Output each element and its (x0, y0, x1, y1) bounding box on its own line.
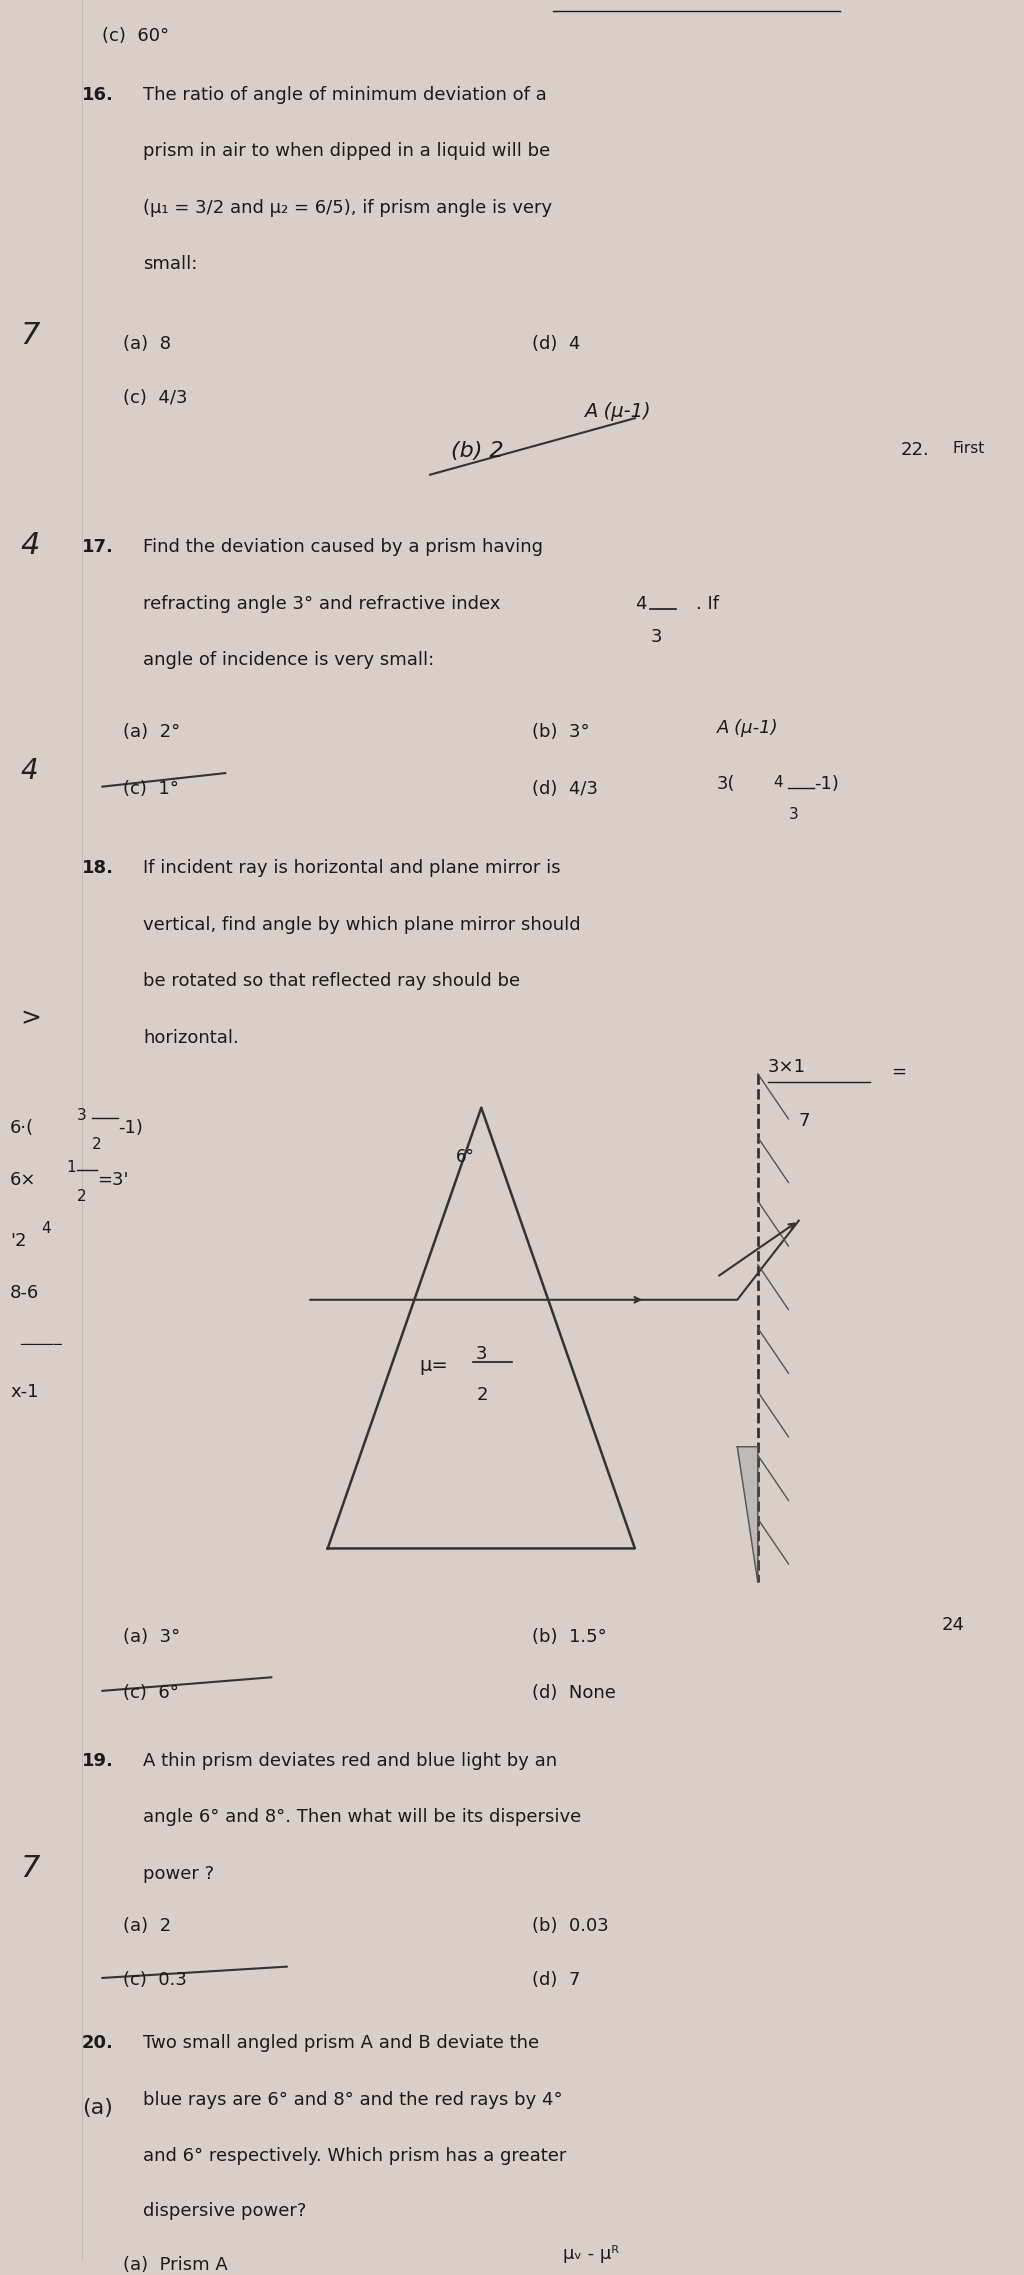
Text: (c)  1°: (c) 1° (123, 780, 179, 799)
Text: ─────: ───── (20, 1338, 62, 1351)
Text: 3: 3 (476, 1345, 487, 1363)
Text: be rotated so that reflected ray should be: be rotated so that reflected ray should … (143, 971, 520, 990)
Text: 19.: 19. (82, 1752, 114, 1770)
Text: 4: 4 (773, 776, 782, 789)
Text: =3': =3' (97, 1172, 129, 1190)
Text: vertical, find angle by which plane mirror should: vertical, find angle by which plane mirr… (143, 915, 581, 933)
Text: A (μ-1): A (μ-1) (717, 719, 778, 737)
Text: A thin prism deviates red and blue light by an: A thin prism deviates red and blue light… (143, 1752, 557, 1770)
Text: horizontal.: horizontal. (143, 1028, 240, 1046)
Text: angle of incidence is very small:: angle of incidence is very small: (143, 651, 434, 669)
Text: 2: 2 (476, 1385, 487, 1404)
Text: μᵥ - μᴿ: μᵥ - μᴿ (563, 2245, 620, 2264)
Text: 7: 7 (20, 321, 40, 350)
Text: (b) 2: (b) 2 (451, 441, 503, 462)
Text: 22.: 22. (901, 441, 930, 460)
Text: >: > (20, 1006, 42, 1031)
Text: (b)  3°: (b) 3° (532, 723, 590, 742)
Text: blue rays are 6° and 8° and the red rays by 4°: blue rays are 6° and 8° and the red rays… (143, 2091, 563, 2109)
Polygon shape (737, 1447, 758, 1583)
Text: (a)  2: (a) 2 (123, 1918, 171, 1936)
Text: 2: 2 (92, 1138, 101, 1151)
Text: (a)  3°: (a) 3° (123, 1627, 180, 1645)
Text: 4: 4 (41, 1222, 50, 1235)
Text: 6°: 6° (456, 1149, 474, 1167)
Text: 3(: 3( (717, 776, 735, 794)
Text: 18.: 18. (82, 860, 114, 876)
Text: (a)  2°: (a) 2° (123, 723, 180, 742)
Text: (a)  Prism A: (a) Prism A (123, 2257, 227, 2275)
Text: 6×: 6× (10, 1172, 37, 1190)
Text: 16.: 16. (82, 86, 114, 105)
Text: 7: 7 (799, 1112, 810, 1131)
Text: (c)  60°: (c) 60° (102, 27, 170, 46)
Text: 3×1: 3×1 (768, 1058, 806, 1076)
Text: power ?: power ? (143, 1866, 214, 1884)
Text: small:: small: (143, 255, 198, 273)
Text: 24: 24 (942, 1615, 965, 1633)
Text: (a): (a) (82, 2098, 113, 2118)
Text: -1): -1) (118, 1119, 142, 1138)
Text: (c)  4/3: (c) 4/3 (123, 389, 187, 407)
Text: (c)  6°: (c) 6° (123, 1684, 179, 1702)
Text: x-1: x-1 (10, 1383, 39, 1401)
Text: (b)  1.5°: (b) 1.5° (532, 1627, 607, 1645)
Text: 1: 1 (67, 1160, 76, 1174)
Text: A (μ-1): A (μ-1) (584, 403, 650, 421)
Text: Find the deviation caused by a prism having: Find the deviation caused by a prism hav… (143, 537, 544, 555)
Text: The ratio of angle of minimum deviation of a: The ratio of angle of minimum deviation … (143, 86, 547, 105)
Text: refracting angle 3° and refractive index: refracting angle 3° and refractive index (143, 594, 501, 612)
Text: First: First (952, 441, 984, 455)
Text: 8-6: 8-6 (10, 1283, 40, 1301)
Text: If incident ray is horizontal and plane mirror is: If incident ray is horizontal and plane … (143, 860, 561, 876)
Text: dispersive power?: dispersive power? (143, 2202, 307, 2220)
Text: -1): -1) (814, 776, 839, 794)
Text: 4: 4 (20, 532, 40, 560)
Text: μ=: μ= (420, 1356, 449, 1376)
Text: 6·(: 6·( (10, 1119, 35, 1138)
Text: '2: '2 (10, 1233, 27, 1249)
Text: (d)  7: (d) 7 (532, 1970, 581, 1988)
Text: 7: 7 (20, 1854, 40, 1884)
Text: 20.: 20. (82, 2034, 114, 2052)
Text: Two small angled prism A and B deviate the: Two small angled prism A and B deviate t… (143, 2034, 540, 2052)
Text: 4: 4 (20, 758, 38, 785)
Text: 3: 3 (650, 628, 662, 646)
Text: 17.: 17. (82, 537, 114, 555)
Text: and 6° respectively. Which prism has a greater: and 6° respectively. Which prism has a g… (143, 2148, 566, 2166)
Text: 3: 3 (77, 1108, 87, 1122)
Text: (c)  0.3: (c) 0.3 (123, 1970, 186, 1988)
Text: angle 6° and 8°. Then what will be its dispersive: angle 6° and 8°. Then what will be its d… (143, 1809, 582, 1827)
Text: prism in air to when dipped in a liquid will be: prism in air to when dipped in a liquid … (143, 143, 551, 162)
Text: (b)  0.03: (b) 0.03 (532, 1918, 609, 1936)
Text: 3: 3 (788, 808, 799, 821)
Text: (d)  4/3: (d) 4/3 (532, 780, 598, 799)
Text: (μ₁ = 3/2 and μ₂ = 6/5), if prism angle is very: (μ₁ = 3/2 and μ₂ = 6/5), if prism angle … (143, 198, 553, 216)
Text: (a)  8: (a) 8 (123, 334, 171, 353)
Text: 4: 4 (635, 594, 646, 612)
Text: 2: 2 (77, 1190, 86, 1203)
Text: =: = (891, 1062, 906, 1081)
Text: (d)  None: (d) None (532, 1684, 616, 1702)
Text: . If: . If (696, 594, 719, 612)
Text: (d)  4: (d) 4 (532, 334, 581, 353)
